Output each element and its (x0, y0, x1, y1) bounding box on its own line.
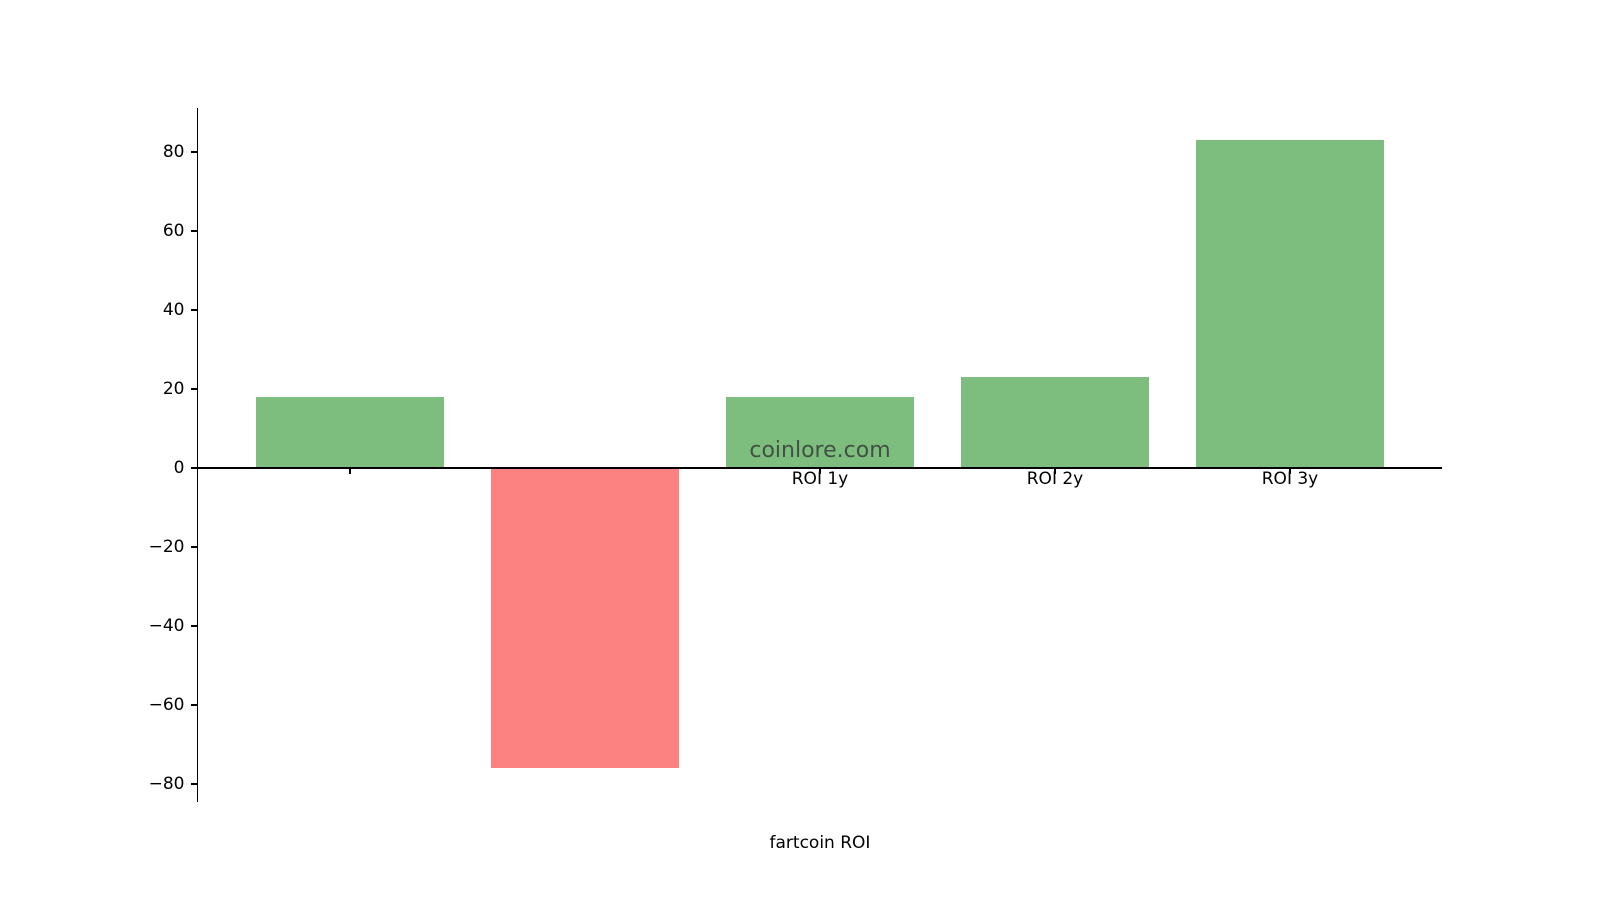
y-tick-label: 40 (162, 300, 185, 320)
y-tick (190, 230, 197, 232)
bar-series-0 (256, 396, 444, 468)
bar-series-1 (491, 468, 679, 769)
watermark: coinlore.com (749, 438, 891, 463)
x-tick-label: ROI 3y (1261, 469, 1319, 489)
bar-roi-1y (726, 396, 914, 468)
y-tick-label: −40 (148, 616, 185, 636)
x-axis-line (196, 467, 1442, 469)
x-tick (1054, 468, 1056, 474)
x-tick (1289, 468, 1291, 474)
y-tick-label: 20 (162, 379, 185, 399)
x-tick (819, 468, 821, 474)
x-tick-label: ROI 2y (1026, 469, 1084, 489)
bar-roi-3y (1196, 140, 1384, 468)
y-tick (190, 783, 197, 785)
x-tick-label: ROI 1y (791, 469, 849, 489)
y-tick (190, 388, 197, 390)
bar-roi-2y (961, 377, 1149, 468)
y-tick-label: 60 (162, 221, 185, 241)
y-tick-label: −80 (148, 774, 185, 794)
x-tick (349, 468, 351, 474)
y-tick (190, 625, 197, 627)
y-tick (190, 467, 197, 469)
y-tick-label: −60 (148, 695, 185, 715)
y-tick-label: 0 (173, 458, 185, 478)
y-tick-label: −20 (148, 537, 185, 557)
x-axis-title: fartcoin ROI (769, 833, 871, 853)
y-tick-label: 80 (162, 142, 185, 162)
y-tick (190, 546, 197, 548)
y-tick (190, 704, 197, 706)
y-tick (190, 151, 197, 153)
y-tick (190, 309, 197, 311)
y-axis-line (196, 108, 198, 802)
